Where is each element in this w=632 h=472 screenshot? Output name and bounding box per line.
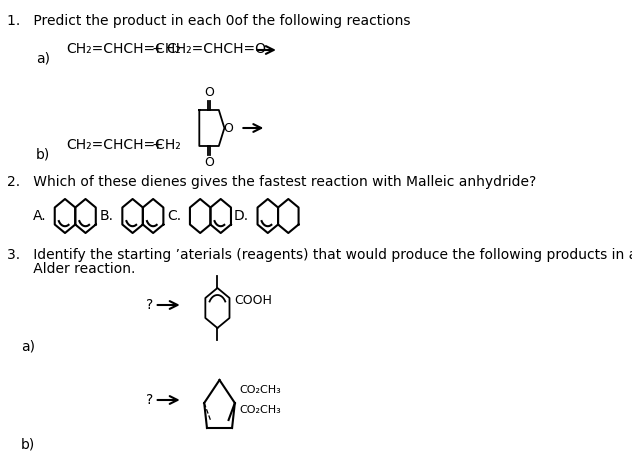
Text: D.: D. [234, 209, 249, 223]
Text: O: O [204, 86, 214, 100]
Text: a): a) [21, 340, 35, 354]
Text: COOH: COOH [234, 294, 272, 306]
Text: 1.   Predict the product in each 0of the following reactions: 1. Predict the product in each 0of the f… [7, 14, 410, 28]
Text: A.: A. [33, 209, 46, 223]
Text: 3.   Identify the starting ’aterials (reagents) that would produce the following: 3. Identify the starting ’aterials (reag… [7, 248, 632, 262]
Text: ?: ? [147, 298, 154, 312]
Text: +: + [152, 42, 164, 56]
Text: O: O [204, 157, 214, 169]
Text: O: O [224, 121, 233, 135]
Text: a): a) [36, 52, 50, 66]
Text: ?: ? [147, 393, 154, 407]
Text: CO₂CH₃: CO₂CH₃ [239, 385, 281, 395]
Text: C.: C. [167, 209, 181, 223]
Text: 2.   Which of these dienes gives the fastest reaction with Malleic anhydride?: 2. Which of these dienes gives the faste… [7, 175, 536, 189]
Text: +: + [152, 138, 164, 152]
Text: CH₂=CHCH=CH₂: CH₂=CHCH=CH₂ [66, 138, 181, 152]
Text: b): b) [21, 438, 35, 452]
Text: Alder reaction.: Alder reaction. [7, 262, 135, 276]
Text: CO₂CH₃: CO₂CH₃ [239, 405, 281, 415]
Text: CH₂=CHCH=O: CH₂=CHCH=O [166, 42, 266, 56]
Text: b): b) [36, 148, 51, 162]
Text: CH₂=CHCH=CH₂: CH₂=CHCH=CH₂ [66, 42, 181, 56]
Text: B.: B. [100, 209, 114, 223]
